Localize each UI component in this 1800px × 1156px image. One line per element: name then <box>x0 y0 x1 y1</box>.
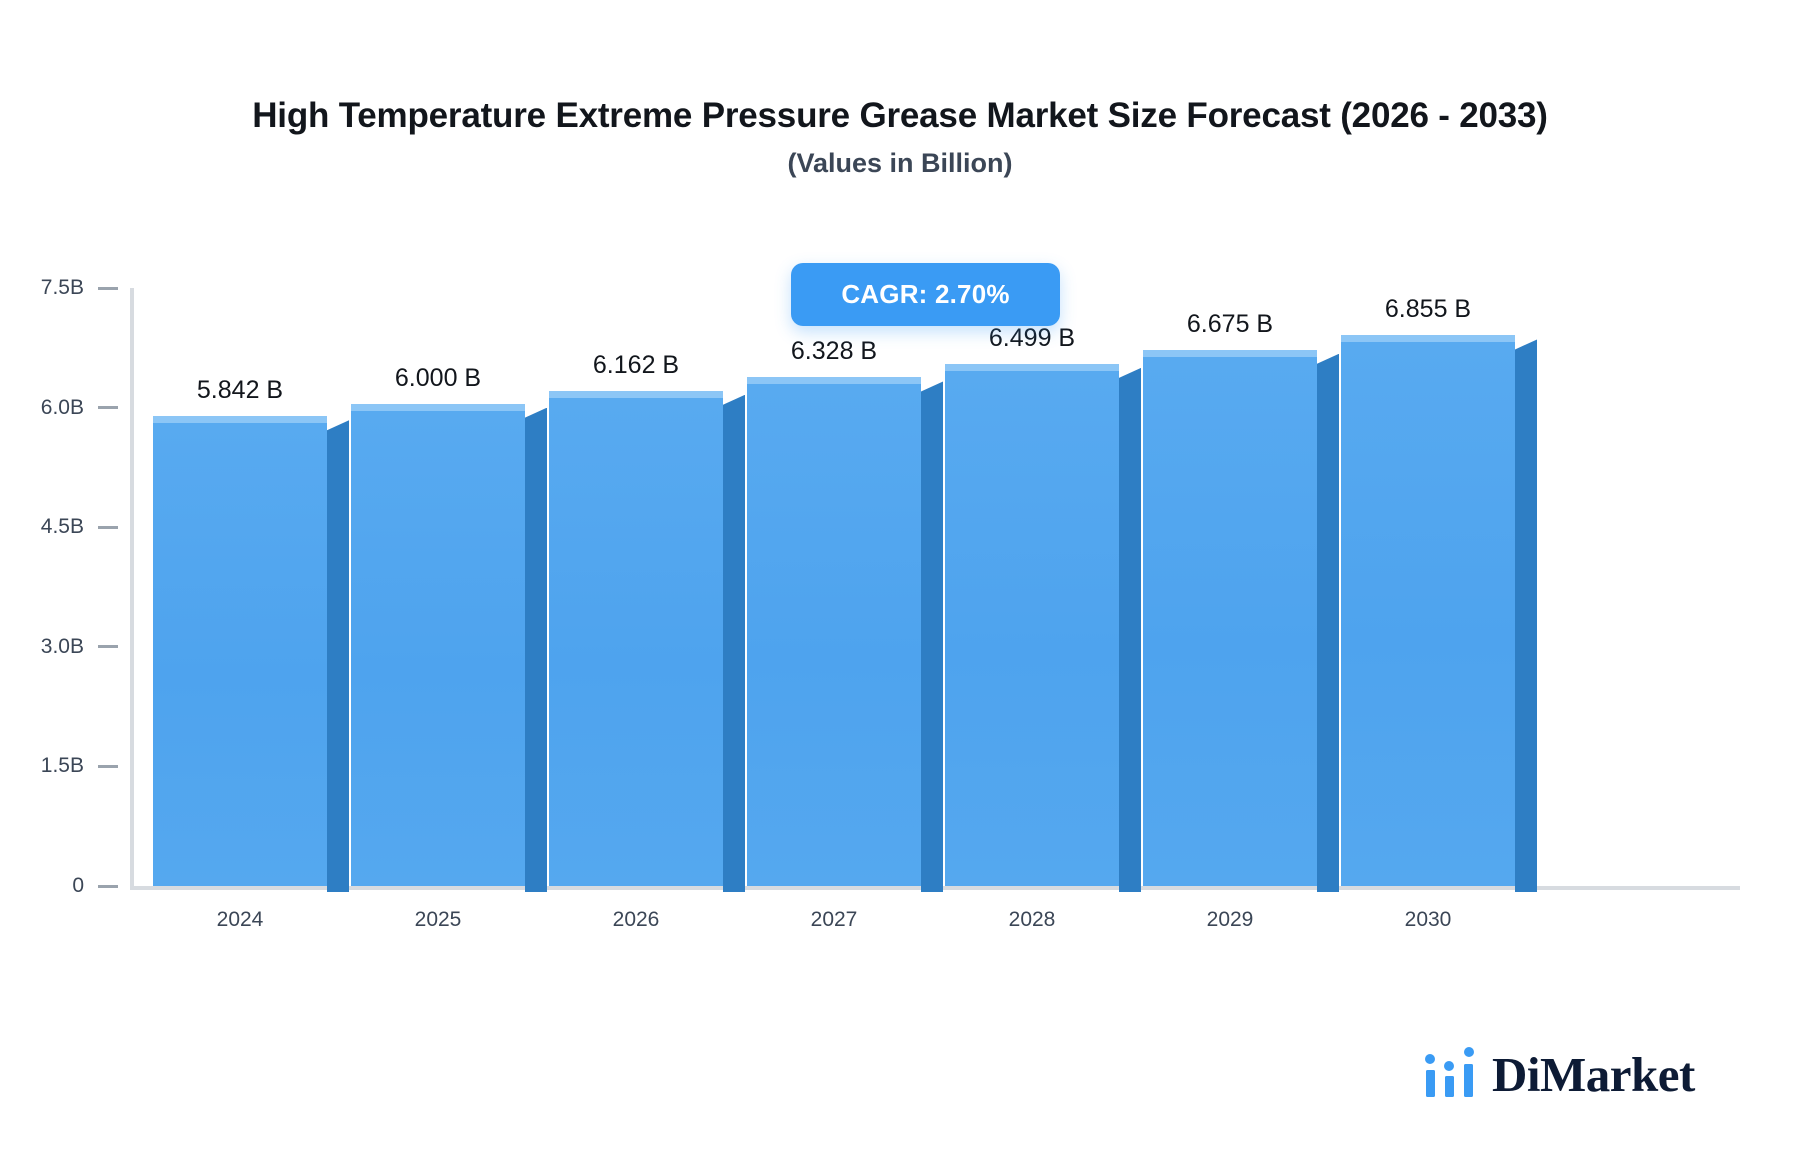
bar-side-face <box>525 407 547 892</box>
bar-top-face <box>549 390 723 398</box>
y-tick-dash <box>98 884 118 888</box>
bar-side-face <box>1317 353 1339 892</box>
x-axis-label-2025: 2025 <box>414 908 462 931</box>
x-axis-label-2027: 2027 <box>810 908 858 931</box>
bar-value-label: 5.842 B <box>196 376 284 405</box>
y-tick-2: 3.0B <box>14 635 130 659</box>
y-tick-dash <box>98 764 118 768</box>
x-axis-label-2030: 2030 <box>1404 908 1452 931</box>
y-tick-label: 0 <box>72 874 84 897</box>
bar-value-label: 6.162 B <box>592 350 680 379</box>
y-tick-3: 4.5B <box>14 515 130 539</box>
page-title: High Temperature Extreme Pressure Grease… <box>252 96 1548 135</box>
y-tick-label: 1.5B <box>40 754 84 778</box>
bar-2027[interactable] <box>747 377 943 892</box>
y-tick-dash <box>98 406 118 410</box>
bar-front-face <box>945 367 1119 886</box>
y-tick-5: 7.5B <box>14 276 130 300</box>
y-tick-0: 0 <box>14 874 130 898</box>
bar-value-label: 6.855 B <box>1384 295 1472 324</box>
y-tick-dash <box>98 525 118 529</box>
logo-text: DiMarket <box>1492 1047 1695 1102</box>
bar-2025[interactable] <box>351 403 547 892</box>
bar-top-face <box>747 377 921 385</box>
y-tick-label: 6.0B <box>40 395 84 419</box>
brand-logo: DiMarket <box>1424 1046 1695 1103</box>
cagr-badge: CAGR: 2.70% <box>791 263 1060 326</box>
x-axis-label-2029: 2029 <box>1206 908 1254 931</box>
y-tick-1: 1.5B <box>14 754 130 778</box>
bar-side-face <box>921 381 943 892</box>
bar-side-face <box>327 420 349 892</box>
bar-top-face <box>1341 335 1515 343</box>
bar-side-face <box>1515 339 1537 892</box>
y-tick-label: 3.0B <box>40 634 84 658</box>
bar-top-face <box>945 363 1119 371</box>
bar-front-face <box>1143 353 1317 886</box>
bar-value-label: 6.499 B <box>988 323 1076 352</box>
bar-2030[interactable] <box>1341 335 1537 892</box>
y-tick-label: 7.5B <box>40 276 84 299</box>
bar-top-face <box>351 403 525 411</box>
y-tick-label: 4.5B <box>40 515 84 539</box>
plot-area: 0 1.5B 3.0B 4.5B 6.0B 7.5B <box>41 276 1740 897</box>
bar-side-face <box>1119 367 1141 892</box>
bar-value-label: 6.675 B <box>1186 309 1274 338</box>
bar-side-face <box>723 394 745 892</box>
bar-2029[interactable] <box>1143 349 1339 892</box>
chart-subtitle: (Values in Billion) <box>787 148 1013 178</box>
y-tick-4: 6.0B <box>14 396 130 420</box>
bar-value-label: 6.000 B <box>394 363 482 392</box>
x-axis-label-2024: 2024 <box>216 908 264 931</box>
bar-2028[interactable] <box>945 363 1141 892</box>
bar-2026[interactable] <box>549 390 745 892</box>
x-axis-label-2028: 2028 <box>1008 908 1056 931</box>
bar-top-face <box>1143 349 1317 357</box>
y-axis-line <box>130 288 134 890</box>
bar-front-face <box>747 381 921 886</box>
bar-front-face <box>153 420 327 886</box>
x-axis-label-2026: 2026 <box>612 908 660 931</box>
bar-2024[interactable] <box>153 416 349 892</box>
bar-chart-icon <box>1424 1046 1478 1103</box>
bar-front-face <box>549 394 723 886</box>
bar-front-face <box>1341 339 1515 886</box>
bar-top-face <box>153 416 327 424</box>
bar-front-face <box>351 407 525 886</box>
bar-value-label: 6.328 B <box>790 337 878 366</box>
y-tick-dash <box>98 286 118 290</box>
y-tick-dash <box>98 645 118 649</box>
